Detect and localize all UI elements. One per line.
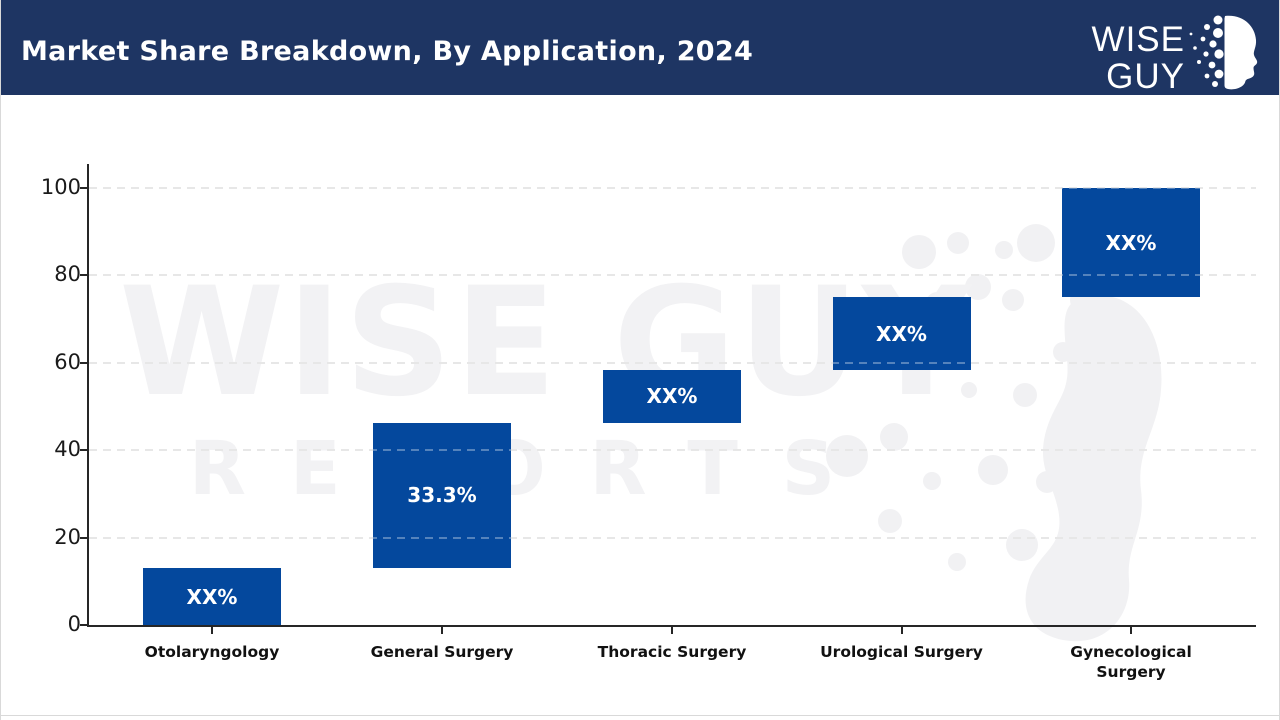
x-tick-label-urological-surgery: Urological Surgery bbox=[820, 643, 983, 661]
bar-value-label: XX% bbox=[646, 384, 698, 409]
gridline-overlay-y20 bbox=[89, 536, 1256, 539]
y-tick-mark-0 bbox=[80, 624, 87, 626]
watermark-line1: WISE GUY bbox=[119, 256, 973, 430]
gridline-y40 bbox=[89, 449, 1256, 452]
chart-title: Market Share Breakdown, By Application, … bbox=[21, 36, 754, 67]
y-tick-label-40: 40 bbox=[54, 437, 81, 462]
y-tick-label-100: 100 bbox=[40, 175, 81, 199]
x-tick-label-general-surgery: General Surgery bbox=[370, 643, 514, 661]
x-tick-label-otolaryngology: Otolaryngology bbox=[144, 643, 280, 661]
y-tick-mark-20 bbox=[80, 536, 87, 539]
x-tick-label-gynecological-surgery: Gynecological Surgery bbox=[1070, 643, 1192, 682]
x-axis-spine bbox=[87, 625, 1256, 627]
x-tick-mark-5 bbox=[1130, 627, 1132, 634]
x-tick-mark-1 bbox=[211, 627, 213, 634]
gridline-overlay-y40 bbox=[89, 449, 1256, 452]
gridline-y100 bbox=[89, 187, 1256, 189]
bar-general-surgery: 33.3% bbox=[373, 422, 511, 569]
gridline-y60 bbox=[89, 361, 1256, 364]
y-tick-label-60: 60 bbox=[54, 349, 81, 374]
y-tick-label-0: 0 bbox=[67, 612, 81, 636]
brand-logo-text: WISE GUY REPORTS bbox=[1003, 20, 1185, 112]
bar-thoracic-surgery: XX% bbox=[603, 370, 741, 423]
brand-subname: REPORTS bbox=[1057, 97, 1185, 112]
bar-value-label: XX% bbox=[876, 321, 927, 346]
bar-value-label: XX% bbox=[1105, 230, 1157, 255]
brand-face-icon bbox=[1189, 15, 1258, 90]
y-tick-mark-80 bbox=[80, 274, 87, 277]
x-tick-mark-3 bbox=[671, 627, 673, 634]
y-axis-spine bbox=[87, 164, 89, 627]
x-tick-label-thoracic-surgery: Thoracic Surgery bbox=[597, 643, 747, 661]
gridline-y20 bbox=[89, 536, 1256, 539]
gridline-y80 bbox=[89, 274, 1256, 277]
plot-area: 0 20 40 60 80 100 XX% Otolaryngology 33.3% Genera… bbox=[41, 164, 1256, 681]
watermark-text: WISE GUY REPORTS bbox=[119, 268, 973, 512]
y-tick-label-20: 20 bbox=[54, 524, 81, 549]
y-tick-mark-40 bbox=[80, 449, 87, 452]
header-band: Market Share Breakdown, By Application, … bbox=[1, 0, 1279, 112]
x-tick-mark-4 bbox=[900, 627, 903, 634]
x-tick-mark-2 bbox=[441, 627, 443, 634]
frame-border-bottom bbox=[1, 715, 1279, 716]
y-tick-label-80: 80 bbox=[54, 262, 81, 287]
gridline-overlay-y100 bbox=[89, 187, 1256, 189]
bar-value-label: 33.3% bbox=[407, 483, 477, 508]
gridline-overlay-y80 bbox=[89, 274, 1256, 277]
bar-gynecological-surgery: XX% bbox=[1062, 188, 1200, 298]
y-tick-mark-100 bbox=[80, 187, 87, 189]
bar-value-label: XX% bbox=[186, 584, 238, 609]
watermark-line2: REPORTS bbox=[189, 426, 880, 512]
bar-urological-surgery: XX% bbox=[832, 297, 971, 371]
y-tick-mark-60 bbox=[80, 361, 87, 364]
gridline-overlay-y60 bbox=[89, 361, 1256, 364]
brand-name: WISE GUY bbox=[1091, 20, 1185, 96]
brand-logo: WISE GUY REPORTS bbox=[1003, 8, 1263, 112]
bar-otolaryngology: XX% bbox=[143, 568, 281, 625]
